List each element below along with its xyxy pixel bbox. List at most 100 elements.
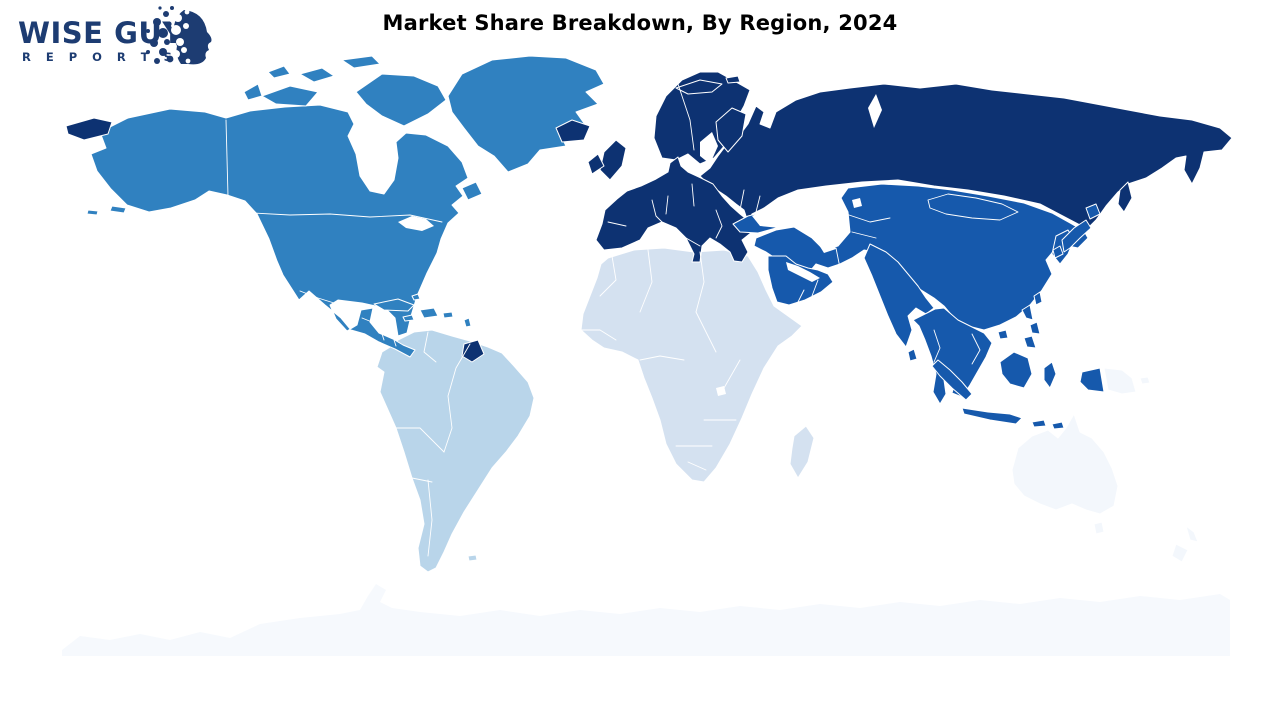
borders-central-america — [381, 333, 397, 347]
island-newfoundland — [461, 181, 483, 201]
borders-iran-afghanistan — [835, 247, 863, 279]
islands-aleutian-2 — [86, 209, 99, 216]
region-south-america-group — [376, 329, 535, 573]
border-colombia-venezuela — [423, 331, 437, 363]
island-baffin — [355, 73, 447, 127]
black-sea — [752, 207, 798, 228]
island-banks — [243, 83, 263, 101]
country-united-kingdom — [599, 139, 627, 181]
lake-victoria — [716, 386, 726, 396]
borders-france-germany-italy — [651, 195, 669, 223]
islands-png-east — [1139, 376, 1151, 385]
borders-central-asia — [845, 213, 891, 239]
continent-africa — [580, 247, 803, 483]
persian-gulf — [786, 262, 820, 282]
border-germany-poland — [691, 183, 695, 207]
logo-subtext: R E P O R T S — [22, 50, 177, 64]
region-mainland-europe — [595, 156, 753, 263]
arctic-island-3 — [341, 55, 381, 69]
country-papua-new-guinea — [1103, 367, 1137, 395]
dotted-head-icon — [142, 6, 212, 65]
indonesia-west-new-guinea — [1079, 367, 1105, 393]
border-alaska-canada — [225, 119, 229, 197]
japan-honshu — [1061, 219, 1092, 253]
country-greenland — [447, 55, 605, 173]
territory-french-guiana — [461, 339, 485, 363]
border-brazil-west — [443, 343, 471, 453]
arctic-island-1 — [299, 67, 335, 83]
borders-arabia — [797, 279, 819, 303]
region-asia-pacific-group — [732, 183, 1105, 430]
island-taiwan — [1033, 291, 1043, 306]
caspian-sea — [806, 199, 836, 253]
country-borders — [225, 83, 1019, 557]
region-oceania-group — [1011, 367, 1199, 563]
border-vietnam-laos — [971, 333, 981, 365]
borders-southern-africa — [675, 419, 737, 471]
japan-hokkaido — [1085, 203, 1101, 220]
country-cuba — [373, 298, 415, 312]
borders-balkans — [715, 209, 723, 239]
islands-svalbard-2 — [725, 75, 741, 84]
continent-south-america — [376, 329, 535, 573]
indonesia-sulawesi — [1043, 361, 1057, 389]
island-hainan — [997, 329, 1009, 340]
region-antarctica-group — [62, 584, 1230, 656]
indonesia-java — [961, 407, 1023, 425]
sea-overlays — [398, 94, 882, 396]
border-italy-adriatic — [685, 237, 701, 247]
border-morocco-algeria — [599, 255, 617, 297]
country-madagascar — [789, 425, 815, 479]
japan-kyushu — [1052, 245, 1064, 259]
islands-falkland — [467, 554, 478, 562]
country-sri-lanka — [907, 348, 918, 362]
country-finland — [715, 107, 747, 153]
gulf-of-ob — [868, 94, 882, 128]
islands-bahamas — [411, 293, 421, 301]
borders-eastern-europe — [739, 189, 761, 213]
region-arabian-peninsula — [767, 255, 834, 306]
country-russia — [699, 83, 1233, 229]
country-jamaica — [402, 314, 415, 322]
island-sakhalin — [1117, 181, 1133, 213]
border-mongolia — [927, 193, 1019, 221]
border-sudan — [695, 311, 717, 353]
border-ethiopia — [723, 359, 741, 389]
border-argentina-chile — [427, 479, 433, 557]
arctic-island-2 — [267, 65, 291, 79]
philippines-mindanao — [1023, 335, 1037, 349]
islands-svalbard — [675, 79, 723, 95]
border-mexico-guatemala — [361, 317, 373, 323]
border-myanmar-thailand — [933, 329, 941, 363]
philippines-visayas — [1029, 321, 1041, 335]
region-north-america-group — [86, 55, 605, 358]
island-victoria — [261, 85, 319, 107]
aral-sea — [852, 198, 862, 208]
region-africa-group — [580, 247, 815, 483]
country-iceland — [555, 119, 591, 143]
island-tasmania — [1093, 521, 1105, 535]
indonesia-sumatra — [931, 359, 973, 401]
country-india — [863, 243, 935, 348]
border-france-spain — [607, 221, 627, 227]
philippines-luzon — [1021, 304, 1034, 321]
region-chukotka-west — [65, 117, 113, 141]
island-hispaniola — [419, 307, 439, 319]
border-us-canada — [251, 212, 443, 223]
new-zealand-south — [1171, 543, 1189, 563]
indonesia-lesser-sunda-1 — [1031, 419, 1047, 428]
border-norway-sweden — [677, 83, 695, 151]
islands-lesser-antilles — [463, 317, 472, 328]
great-lakes — [398, 216, 434, 231]
country-ireland — [587, 153, 605, 175]
indonesia-lesser-sunda-2 — [1051, 421, 1065, 430]
chart-title: Market Share Breakdown, By Region, 2024 — [382, 11, 898, 35]
country-australia — [1011, 413, 1119, 515]
region-central-east-asia — [753, 183, 1089, 331]
island-puerto-rico — [442, 311, 454, 319]
border-us-mexico — [299, 290, 335, 304]
islands-aleutian-1 — [109, 205, 127, 214]
region-europe-group — [65, 71, 1233, 363]
new-zealand-north — [1185, 525, 1199, 543]
